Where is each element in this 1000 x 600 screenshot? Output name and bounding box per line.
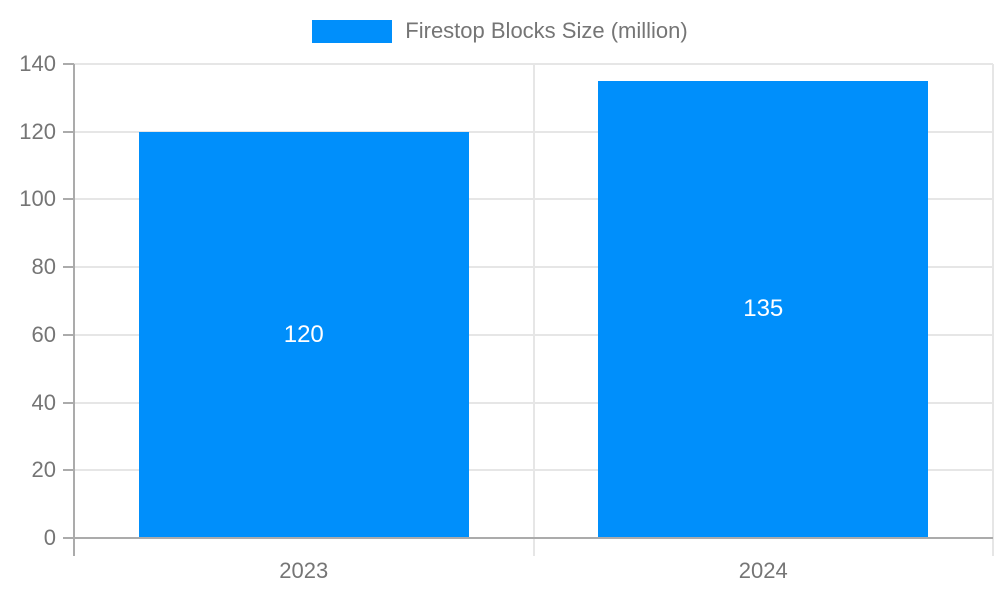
y-axis-label: 60 bbox=[31, 321, 56, 347]
y-axis-label: 100 bbox=[19, 186, 56, 212]
y-axis-label: 80 bbox=[31, 254, 56, 280]
y-axis-tick bbox=[63, 401, 74, 404]
legend-series-label: Firestop Blocks Size (million) bbox=[405, 18, 688, 43]
y-axis-tick bbox=[63, 333, 74, 336]
x-axis-label: 2024 bbox=[738, 558, 788, 583]
vertical-gridline bbox=[992, 64, 994, 556]
y-axis-tick bbox=[63, 198, 74, 201]
bar-2024[interactable] bbox=[598, 80, 929, 538]
vertical-gridline bbox=[532, 64, 535, 556]
y-axis-label: 0 bbox=[43, 525, 56, 550]
legend-color-swatch-icon[interactable] bbox=[312, 19, 393, 43]
y-axis-line bbox=[73, 64, 75, 556]
bar-2023[interactable] bbox=[138, 131, 469, 538]
y-axis-tick bbox=[63, 469, 74, 472]
y-axis-tick bbox=[63, 537, 74, 539]
bar-value-label: 120 bbox=[283, 320, 324, 348]
x-axis-baseline bbox=[74, 537, 993, 539]
bar-value-label: 135 bbox=[743, 295, 784, 323]
y-axis-tick bbox=[63, 130, 74, 133]
y-axis-label: 120 bbox=[19, 118, 56, 144]
chart-legend: Firestop Blocks Size (million) bbox=[0, 19, 1000, 43]
y-axis-tick bbox=[63, 63, 74, 65]
y-axis-tick bbox=[63, 266, 74, 269]
y-axis-label: 40 bbox=[31, 389, 56, 415]
y-axis-label: 20 bbox=[31, 457, 56, 483]
x-axis-label: 2023 bbox=[279, 558, 329, 583]
y-axis-label: 140 bbox=[19, 51, 56, 76]
